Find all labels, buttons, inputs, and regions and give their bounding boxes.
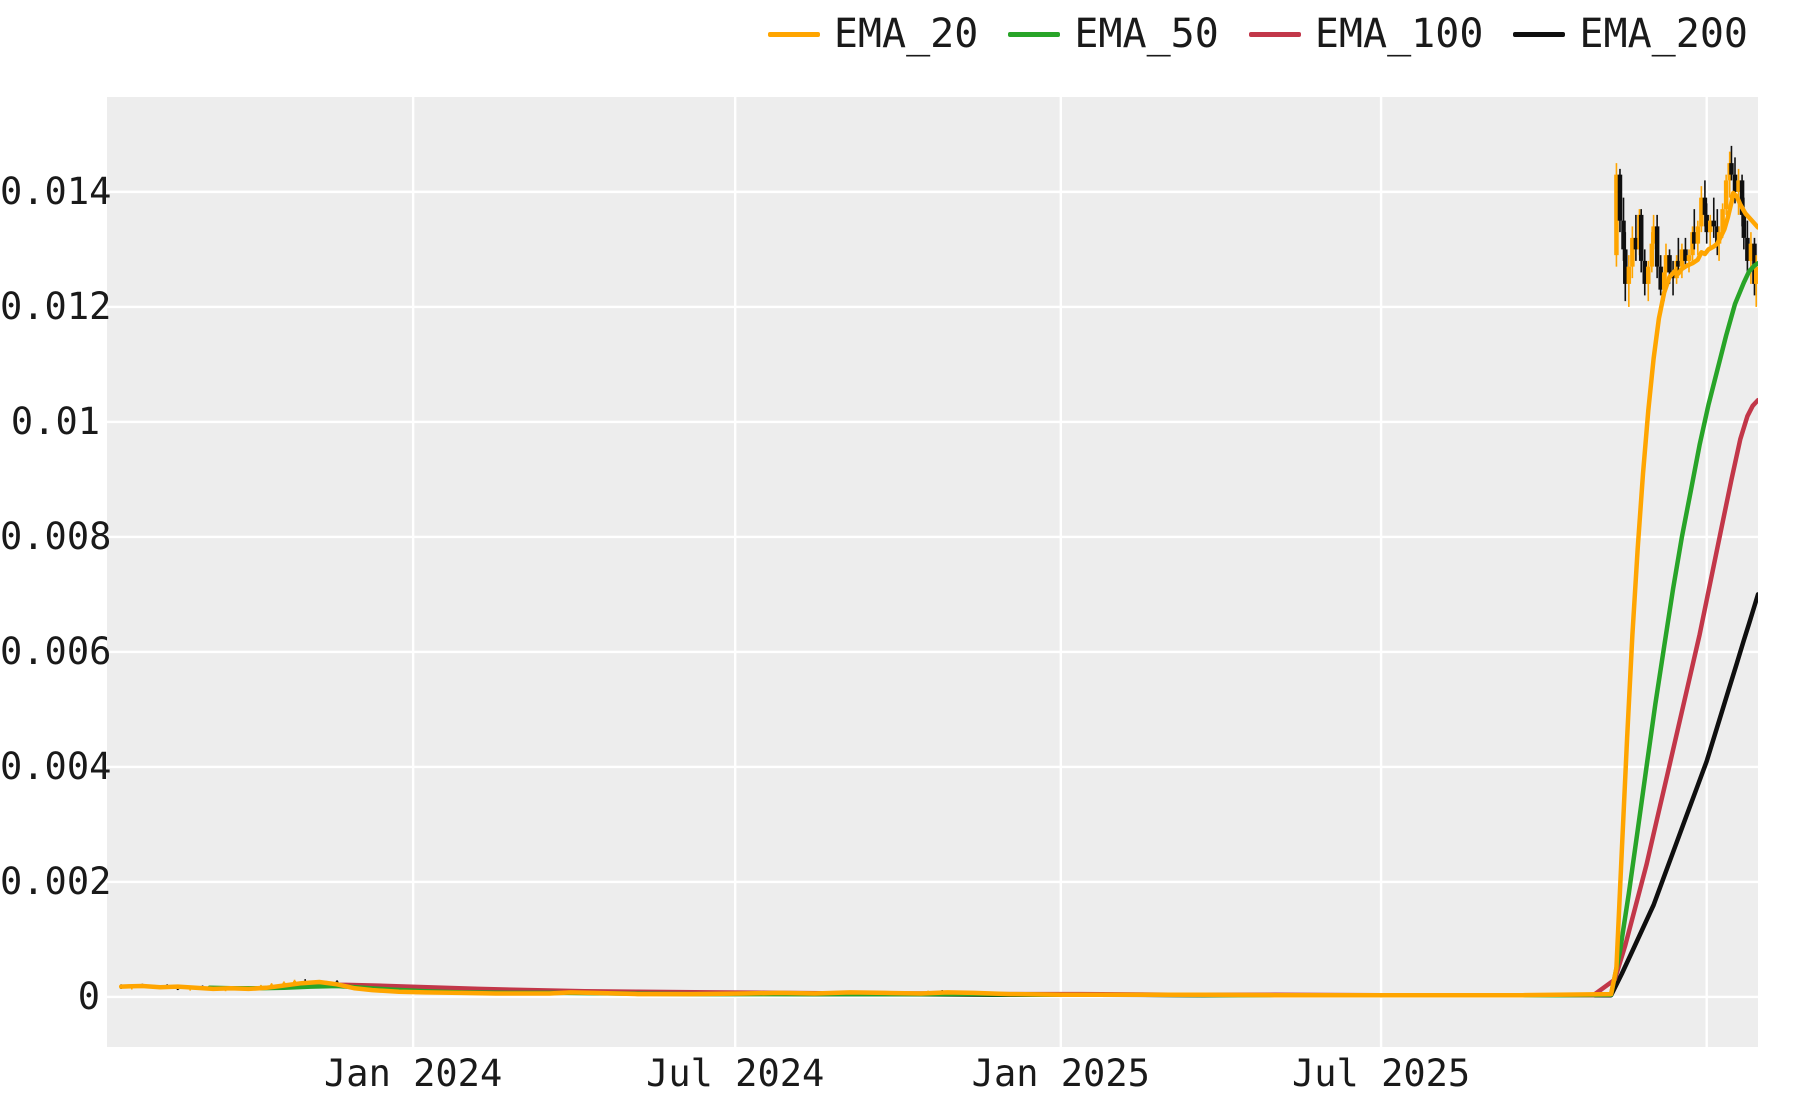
candle-body: [1651, 226, 1656, 244]
candle-body: [1649, 243, 1655, 267]
candle-body: [1736, 180, 1741, 192]
candle-body: [1658, 266, 1663, 290]
legend-item-ema-200: EMA_200: [1513, 14, 1748, 54]
x-tick-label: Jul 2024: [646, 1052, 825, 1095]
legend-item-ema-50: EMA_50: [1008, 14, 1219, 54]
candle-body: [1711, 220, 1717, 227]
candle-body: [1683, 249, 1688, 261]
legend-label: EMA_200: [1579, 11, 1748, 57]
ema-50-line: [207, 260, 1758, 998]
ema-20-line: [118, 190, 1758, 998]
candle-body: [1633, 237, 1639, 250]
legend-label: EMA_50: [1074, 11, 1219, 57]
legend-line-swatch: [767, 31, 820, 37]
candle-body: [1679, 249, 1685, 267]
y-tick-label: 0.012: [0, 284, 112, 328]
candle-body: [1741, 214, 1747, 238]
candle-body: [1614, 174, 1619, 256]
x-tick-label: Jan 2025: [971, 1052, 1150, 1095]
candle-body: [1667, 255, 1672, 273]
x-tick-label: Jan 2024: [324, 1052, 503, 1095]
candle-body: [1690, 232, 1695, 256]
legend-line-swatch: [1008, 31, 1061, 37]
y-tick-label: 0: [77, 974, 100, 1018]
candle-body: [1617, 174, 1623, 221]
candle-body: [1704, 214, 1709, 233]
candle-body: [1699, 197, 1704, 227]
candle-body: [293, 980, 297, 983]
candle-body: [1739, 180, 1745, 215]
legend-line-swatch: [1248, 31, 1301, 37]
candle-body: [1702, 197, 1708, 215]
legend-label: EMA_20: [833, 11, 979, 57]
candle-body: [1729, 163, 1734, 175]
ema-200-line: [472, 592, 1758, 998]
candle-body: [1654, 226, 1660, 267]
candle-body: [1753, 266, 1758, 284]
candle-body: [1732, 174, 1738, 192]
candle-body: [1661, 272, 1667, 290]
candle-body: [1642, 260, 1647, 284]
candle-body: [1626, 266, 1632, 284]
candle-body: [1723, 180, 1729, 210]
candle-body: [1707, 220, 1713, 233]
candle-body: [1720, 209, 1725, 233]
candle-body: [1646, 266, 1651, 284]
legend-item-ema-100: EMA_100: [1248, 11, 1484, 57]
plot-area: [107, 97, 1758, 1047]
chart-legend: EMA_20 EMA_50 EMA_100 EMA_200: [0, 8, 1748, 60]
y-tick-label: 0.002: [0, 859, 112, 903]
legend-item-ema-20: EMA_20: [767, 11, 979, 57]
plot-canvas: [107, 97, 1758, 1047]
candle-body: [1674, 260, 1679, 279]
x-tick-label: Jul 2025: [1291, 1052, 1471, 1095]
y-tick-label: 0.01: [10, 399, 100, 443]
candle-body: [1621, 220, 1626, 250]
candle-body: [1695, 226, 1701, 244]
y-tick-label: 0.006: [0, 629, 112, 673]
candle-body: [1686, 255, 1692, 261]
candle-body: [1745, 237, 1750, 261]
candle-body: [1638, 214, 1644, 261]
y-tick-label: 0.008: [0, 514, 112, 558]
legend-label: EMA_100: [1314, 11, 1484, 57]
y-tick-label: 0.014: [0, 169, 112, 213]
candle-body: [1748, 243, 1754, 261]
candle-body: [1630, 237, 1635, 267]
candle-body: [1663, 255, 1669, 273]
y-tick-label: 0.004: [0, 744, 112, 788]
candle-body: [1692, 232, 1697, 244]
candle-body: [1676, 260, 1681, 267]
candle-body: [1623, 249, 1628, 284]
legend-line-swatch: [1513, 31, 1566, 37]
ema-100-line: [295, 397, 1758, 998]
